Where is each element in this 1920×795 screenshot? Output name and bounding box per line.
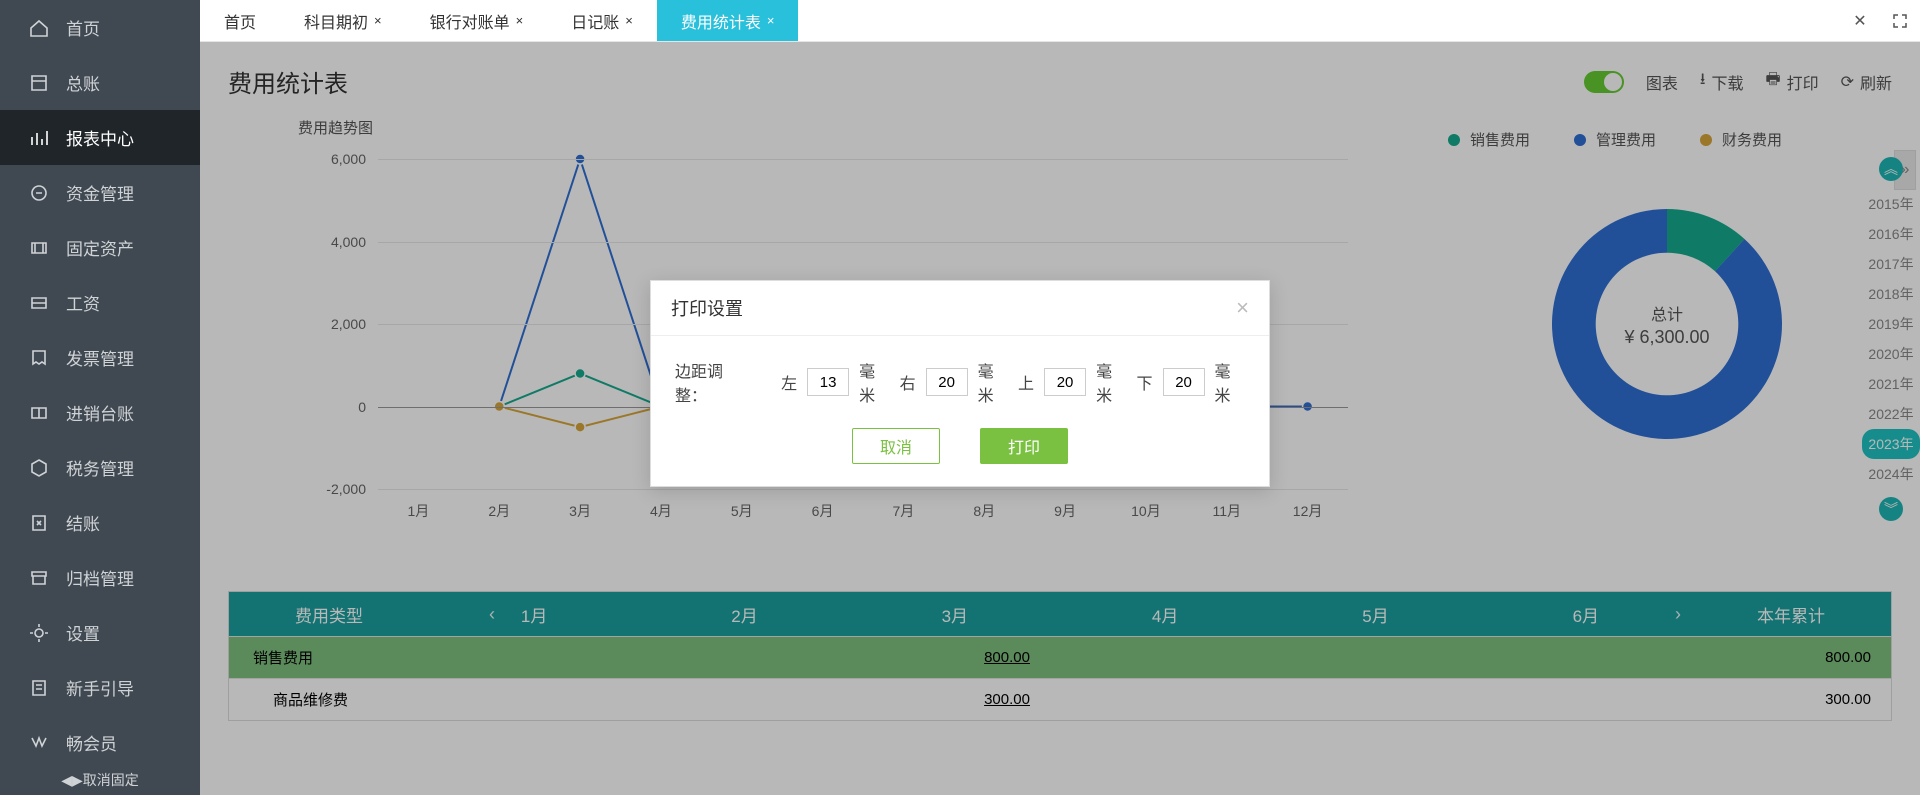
sidebar-item-label: 发票管理 (66, 345, 134, 370)
archive-icon (28, 567, 50, 589)
sidebar-item-inventory[interactable]: 进销台账 (0, 385, 200, 440)
modal-close-button[interactable]: × (1236, 295, 1249, 321)
salary-icon (28, 292, 50, 314)
invoice-icon (28, 347, 50, 369)
sidebar-item-label: 设置 (66, 620, 100, 645)
sidebar-item-asset[interactable]: 固定资产 (0, 220, 200, 275)
tabs-bar: 首页 科目期初 × 银行对账单 × 日记账 × 费用统计表 × ✕ (200, 0, 1920, 42)
sidebar-item-vip[interactable]: 畅会员 (0, 715, 200, 770)
guide-icon (28, 677, 50, 699)
vip-icon (28, 732, 50, 754)
tab[interactable]: 费用统计表 × (657, 0, 799, 41)
left-label: 左 (781, 370, 797, 394)
pin-label: 取消固定 (83, 770, 139, 790)
money-icon (28, 182, 50, 204)
sidebar-item-label: 税务管理 (66, 455, 134, 480)
tab-label: 费用统计表 (681, 9, 761, 33)
unit-bottom: 毫米 (1215, 358, 1245, 406)
unit-top: 毫米 (1096, 358, 1126, 406)
sidebar-item-label: 畅会员 (66, 730, 117, 755)
sidebar-item-chart[interactable]: 报表中心 (0, 110, 200, 165)
unit-right: 毫米 (978, 358, 1008, 406)
sidebar-item-label: 工资 (66, 290, 100, 315)
sidebar-item-ledger[interactable]: 总账 (0, 55, 200, 110)
print-confirm-button[interactable]: 打印 (980, 428, 1068, 464)
tax-icon (28, 457, 50, 479)
sidebar-item-tax[interactable]: 税务管理 (0, 440, 200, 495)
tab-close-icon[interactable]: × (767, 13, 775, 28)
sidebar-item-label: 进销台账 (66, 400, 134, 425)
tab-close-icon[interactable]: × (516, 13, 524, 28)
chart-icon (28, 127, 50, 149)
sidebar-pin[interactable]: ◀ ▶ 取消固定 (0, 765, 200, 795)
sidebar-item-label: 结账 (66, 510, 100, 535)
sidebar-item-label: 固定资产 (66, 235, 134, 260)
sidebar-item-label: 报表中心 (66, 125, 134, 150)
sidebar-item-archive[interactable]: 归档管理 (0, 550, 200, 605)
tab-close-icon[interactable]: × (625, 13, 633, 28)
cancel-button[interactable]: 取消 (852, 428, 940, 464)
home-icon (28, 17, 50, 39)
margin-label: 边距调整： (675, 358, 751, 406)
inventory-icon (28, 402, 50, 424)
margin-top-input[interactable] (1044, 368, 1086, 396)
tab[interactable]: 银行对账单 × (406, 0, 548, 41)
pin-right-icon: ▶ (72, 772, 83, 789)
right-label: 右 (900, 370, 916, 394)
tab-label: 银行对账单 (430, 9, 510, 33)
ledger-icon (28, 72, 50, 94)
sidebar-item-close-book[interactable]: 结账 (0, 495, 200, 550)
tab-spacer (798, 0, 1840, 41)
unit-left: 毫米 (859, 358, 889, 406)
sidebar-item-settings[interactable]: 设置 (0, 605, 200, 660)
margin-bottom-input[interactable] (1163, 368, 1205, 396)
tab-close-all[interactable]: ✕ (1840, 0, 1880, 41)
sidebar-item-label: 归档管理 (66, 565, 134, 590)
tab-close-icon[interactable]: × (374, 13, 382, 28)
tab[interactable]: 日记账 × (547, 0, 657, 41)
settings-icon (28, 622, 50, 644)
asset-icon (28, 237, 50, 259)
tab-label: 科目期初 (304, 9, 368, 33)
sidebar-item-invoice[interactable]: 发票管理 (0, 330, 200, 385)
sidebar-item-label: 首页 (66, 15, 100, 40)
tab-label: 日记账 (571, 9, 619, 33)
margin-right-input[interactable] (926, 368, 968, 396)
sidebar-item-label: 资金管理 (66, 180, 134, 205)
fullscreen-icon[interactable] (1880, 0, 1920, 41)
sidebar: 首页总账报表中心资金管理固定资产工资发票管理进销台账税务管理结账归档管理设置新手… (0, 0, 200, 795)
sidebar-item-salary[interactable]: 工资 (0, 275, 200, 330)
close-book-icon (28, 512, 50, 534)
sidebar-item-money[interactable]: 资金管理 (0, 165, 200, 220)
tab-label: 首页 (224, 9, 256, 33)
tab[interactable]: 科目期初 × (280, 0, 406, 41)
top-label: 上 (1018, 370, 1034, 394)
tab[interactable]: 首页 (200, 0, 280, 41)
margin-left-input[interactable] (807, 368, 849, 396)
modal-title: 打印设置 (671, 295, 1236, 321)
sidebar-item-label: 新手引导 (66, 675, 134, 700)
sidebar-item-label: 总账 (66, 70, 100, 95)
print-settings-modal: 打印设置 × 边距调整： 左 毫米 右 毫米 上 毫米 下 毫米 取消 打印 (650, 280, 1270, 487)
sidebar-item-guide[interactable]: 新手引导 (0, 660, 200, 715)
bottom-label: 下 (1137, 370, 1153, 394)
sidebar-item-home[interactable]: 首页 (0, 0, 200, 55)
pin-left-icon: ◀ (61, 772, 72, 789)
